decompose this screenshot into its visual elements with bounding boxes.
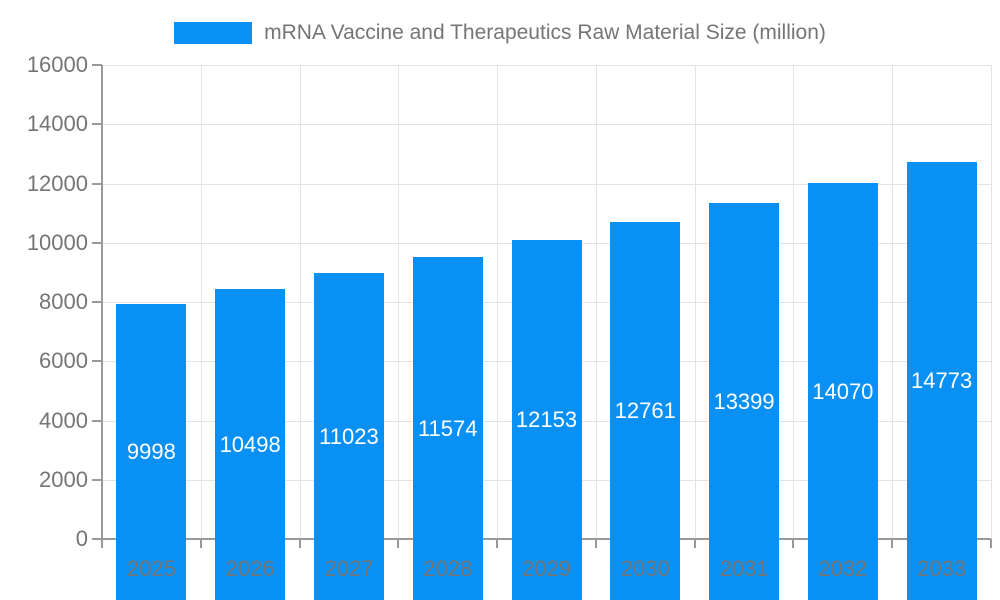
- gridline-vertical: [793, 65, 795, 539]
- gridline-vertical: [398, 65, 400, 539]
- x-axis-tick-label: 2028: [423, 556, 473, 581]
- bar: 12153: [511, 239, 582, 600]
- y-axis-tick: [92, 478, 102, 481]
- y-axis-tick-label: 6000: [39, 348, 88, 374]
- gridline-vertical: [991, 65, 992, 539]
- y-axis-tick: [92, 182, 102, 185]
- bar-value-label: 10498: [219, 431, 281, 457]
- gridline-vertical: [497, 65, 499, 539]
- bar: 13399: [709, 203, 780, 600]
- x-axis-tick-label: 2032: [818, 556, 868, 581]
- gridline-vertical: [299, 65, 301, 539]
- x-axis-tick: [990, 539, 992, 548]
- bar: 9998: [116, 303, 187, 600]
- bar: 11023: [313, 273, 384, 600]
- x-axis-tick-label: 2030: [620, 556, 670, 581]
- y-axis-tick: [92, 301, 102, 303]
- y-axis-tick-label: 14000: [26, 111, 88, 137]
- x-axis-tick: [298, 539, 301, 548]
- x-axis-tick: [496, 539, 499, 548]
- bar-value-label: 11574: [417, 415, 478, 441]
- x-axis-tick: [594, 539, 597, 548]
- y-axis-tick-label: 0: [75, 526, 88, 551]
- x-axis-tick: [792, 539, 795, 548]
- legend-item[interactable]: mRNA Vaccine and Therapeutics Raw Materi…: [0, 18, 1000, 48]
- x-axis-tick: [891, 539, 894, 548]
- y-axis-tick: [92, 64, 102, 66]
- bar-value-label: 13399: [713, 388, 775, 414]
- bar: 12761: [610, 221, 681, 600]
- gridline-vertical: [694, 65, 696, 539]
- gridline-vertical: [892, 65, 894, 539]
- y-axis-tick-label: 12000: [26, 170, 88, 196]
- bar: 11574: [412, 257, 483, 600]
- bar-value-label: 11023: [319, 423, 379, 449]
- bar-value-label: 12761: [614, 397, 676, 423]
- y-axis-tick-label: 8000: [39, 289, 88, 314]
- gridline-horizontal: [102, 65, 991, 66]
- bar-value-label: 14070: [812, 378, 874, 404]
- x-axis-tick-label: 2031: [719, 556, 769, 581]
- x-axis-tick: [199, 539, 202, 548]
- gridline-horizontal: [102, 183, 991, 185]
- legend-swatch: [174, 22, 253, 44]
- bar: 14773: [906, 162, 977, 600]
- bar-value-label: 14773: [911, 368, 973, 394]
- bar-value-label: 9998: [126, 438, 176, 464]
- y-axis-line: [101, 65, 103, 548]
- gridline-vertical: [595, 65, 597, 539]
- y-axis-tick-label: 10000: [26, 229, 88, 255]
- gridline-horizontal: [102, 124, 991, 126]
- y-axis-tick-label: 4000: [39, 407, 88, 433]
- y-axis-tick: [92, 241, 102, 244]
- x-axis-tick-label: 2026: [225, 556, 275, 581]
- x-axis-tick-label: 2033: [917, 556, 967, 581]
- x-axis-tick-label: 2029: [522, 556, 571, 581]
- gridline-vertical: [200, 65, 202, 539]
- x-axis-tick-label: 2025: [126, 556, 176, 581]
- bar: 10498: [215, 289, 286, 600]
- bar-value-label: 12153: [515, 406, 578, 432]
- x-axis-tick: [693, 539, 696, 548]
- bar: 14070: [807, 183, 878, 600]
- y-axis-tick: [92, 123, 102, 126]
- x-axis-tick: [397, 539, 400, 548]
- legend-label: mRNA Vaccine and Therapeutics Raw Materi…: [264, 21, 826, 44]
- y-axis-tick-label: 16000: [26, 52, 88, 77]
- y-axis-tick: [92, 360, 102, 363]
- y-axis-tick-label: 2000: [39, 466, 88, 492]
- x-axis-tick-label: 2027: [324, 556, 374, 581]
- y-axis-tick: [92, 419, 102, 422]
